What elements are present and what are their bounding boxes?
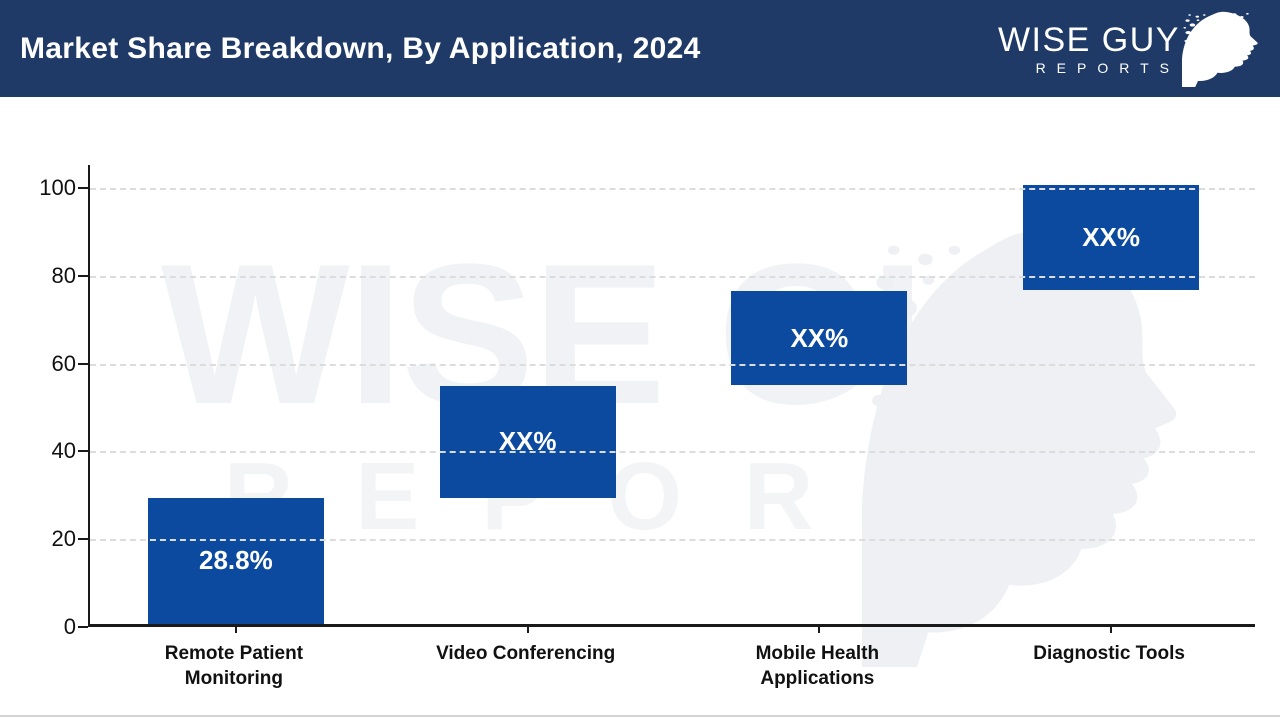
category-label: Remote Patient Monitoring <box>164 643 304 689</box>
x-tick <box>1110 627 1113 633</box>
gridline <box>90 539 1255 542</box>
y-tick <box>78 187 88 189</box>
y-tick <box>78 274 88 277</box>
wiseguy-face-icon <box>1182 11 1258 87</box>
y-tick <box>78 450 88 453</box>
gridline <box>90 188 1255 190</box>
y-tick <box>78 538 88 541</box>
y-tick-label: 20 <box>51 526 76 552</box>
value-label: 28.8% <box>199 545 273 576</box>
bar-segment: XX% <box>439 385 616 498</box>
bar-segment: 28.8% <box>147 497 324 624</box>
logo-wordmark: WISE GUY <box>997 20 1180 59</box>
category-label: Mobile Health Applications <box>755 643 880 689</box>
gridline <box>90 363 1255 366</box>
value-label: XX% <box>498 426 557 457</box>
x-tick <box>526 627 529 633</box>
gridline <box>90 275 1255 278</box>
y-tick-label: 0 <box>63 614 76 639</box>
figure-border-line <box>0 715 1280 717</box>
y-tick <box>78 362 88 365</box>
y-tick-label: 60 <box>51 350 76 376</box>
chart-figure: WISE GUY REPORTS 0 20 40 60 80 100 28.8% XX% XX… <box>0 97 1280 720</box>
y-tick <box>78 626 88 628</box>
x-tick <box>234 627 237 633</box>
bar-segment: XX% <box>1023 185 1200 291</box>
value-label: XX% <box>790 322 849 353</box>
wiseguy-logo: WISE GUY REPORTS <box>998 11 1262 87</box>
value-label: XX% <box>1082 222 1141 253</box>
chart-title: Market Share Breakdown, By Application, … <box>20 31 701 65</box>
y-axis: 0 20 40 60 80 100 <box>0 97 76 720</box>
logo-subtext: REPORTS <box>1035 59 1180 76</box>
header-bar: Market Share Breakdown, By Application, … <box>0 0 1280 97</box>
x-axis: Remote Patient Monitoring Video Conferenc… <box>0 97 1280 720</box>
gridline <box>90 451 1255 454</box>
category-label: Diagnostic Tools <box>1033 643 1185 664</box>
plot-area: 28.8% XX% XX% XX% <box>78 165 1255 633</box>
x-tick <box>818 627 821 633</box>
y-tick-label: 100 <box>39 175 76 200</box>
y-tick-label: 40 <box>51 438 76 464</box>
bar-segment: XX% <box>731 291 908 385</box>
category-label: Video Conferencing <box>436 643 616 664</box>
y-tick-label: 80 <box>51 262 76 288</box>
